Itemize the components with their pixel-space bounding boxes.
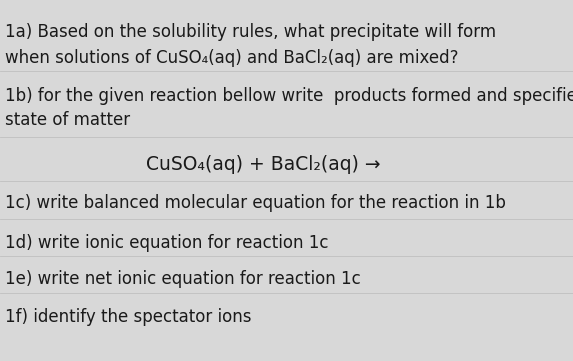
Text: 1c) write balanced molecular equation for the reaction in 1b: 1c) write balanced molecular equation fo… [5, 194, 505, 212]
Text: when solutions of CuSO₄(aq) and BaCl₂(aq) are mixed?: when solutions of CuSO₄(aq) and BaCl₂(aq… [5, 49, 458, 67]
Text: 1e) write net ionic equation for reaction 1c: 1e) write net ionic equation for reactio… [5, 270, 360, 288]
Text: CuSO₄(aq) + BaCl₂(aq) →: CuSO₄(aq) + BaCl₂(aq) → [146, 155, 381, 174]
Text: 1a) Based on the solubility rules, what precipitate will form: 1a) Based on the solubility rules, what … [5, 23, 496, 42]
Text: state of matter: state of matter [5, 111, 129, 129]
Text: 1d) write ionic equation for reaction 1c: 1d) write ionic equation for reaction 1c [5, 234, 328, 252]
Text: 1f) identify the spectator ions: 1f) identify the spectator ions [5, 308, 251, 326]
Text: 1b) for the given reaction bellow write  products formed and specified their: 1b) for the given reaction bellow write … [5, 87, 573, 105]
